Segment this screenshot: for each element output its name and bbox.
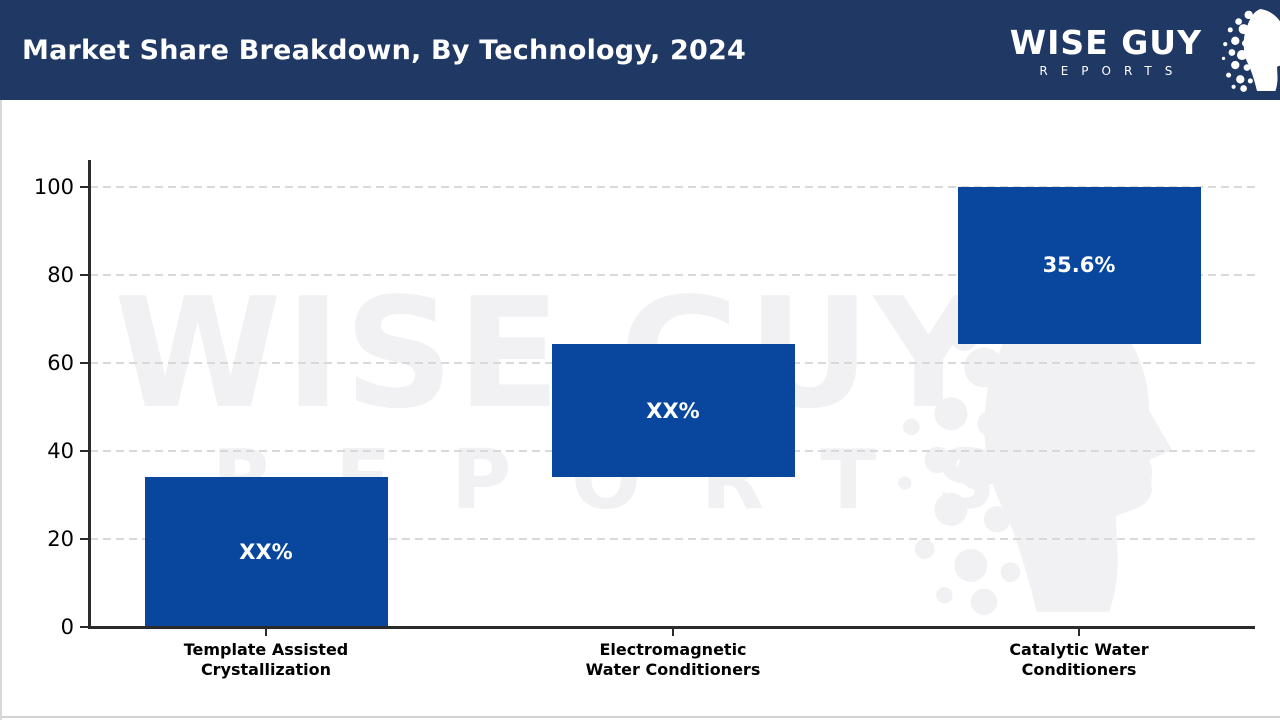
y-axis-tick-label: 20 xyxy=(47,527,74,551)
wiseguy-face-icon xyxy=(1221,9,1280,92)
x-axis-line xyxy=(88,626,1255,629)
chart-panel: WISE GUY REPORTS 0 20 40 60 80 100 XX% Template… xyxy=(0,100,1280,720)
bar-value-label: XX% xyxy=(646,398,700,423)
bar-segment: XX% xyxy=(551,343,795,478)
bar-segment: 35.6% xyxy=(957,187,1201,344)
y-axis-tick-label: 100 xyxy=(33,175,74,199)
y-axis-tickmark xyxy=(80,362,90,364)
y-axis-tickmark xyxy=(80,274,90,276)
x-axis-category-label: Electromagnetic Water Conditioners xyxy=(585,640,761,679)
gridline-y-80 xyxy=(90,274,1255,276)
logo-wordmark: WISE GUY xyxy=(1009,22,1202,62)
y-axis-tick-label: 40 xyxy=(47,439,74,463)
page-title: Market Share Breakdown, By Technology, 2… xyxy=(22,34,747,66)
wiseguy-logo: WISE GUY REPORTS xyxy=(1010,0,1280,100)
y-axis-tickmark xyxy=(80,538,90,540)
bar-value-label: 35.6% xyxy=(1042,253,1116,278)
x-axis-tickmark xyxy=(1078,628,1080,636)
logo-subtitle: REPORTS xyxy=(1039,63,1186,78)
y-axis-tickmark xyxy=(80,450,90,452)
gridline-y-100 xyxy=(90,186,1255,188)
header-bar: Market Share Breakdown, By Technology, 2… xyxy=(0,0,1280,100)
y-axis-tickmark xyxy=(80,186,90,188)
watermark-wordmark: WISE GUY xyxy=(114,265,987,442)
y-axis-line xyxy=(88,160,91,629)
wiseguy-logo-text: WISE GUY REPORTS xyxy=(1009,22,1202,79)
y-axis-tickmark xyxy=(80,626,90,628)
x-axis-category-label: Template Assisted Crystallization xyxy=(183,640,349,679)
bar-segment: XX% xyxy=(144,477,388,627)
x-axis-tickmark xyxy=(672,628,674,636)
gridline-y-20 xyxy=(90,538,1255,540)
y-axis-tick-label: 0 xyxy=(60,615,74,639)
bottom-divider xyxy=(2,716,1280,718)
y-axis-tick-label: 60 xyxy=(47,351,74,375)
x-axis-tickmark xyxy=(265,628,267,636)
y-axis-tick-label: 80 xyxy=(47,263,74,287)
x-axis-category-label: Catalytic Water Conditioners xyxy=(1009,640,1149,679)
bar-value-label: XX% xyxy=(239,540,293,565)
